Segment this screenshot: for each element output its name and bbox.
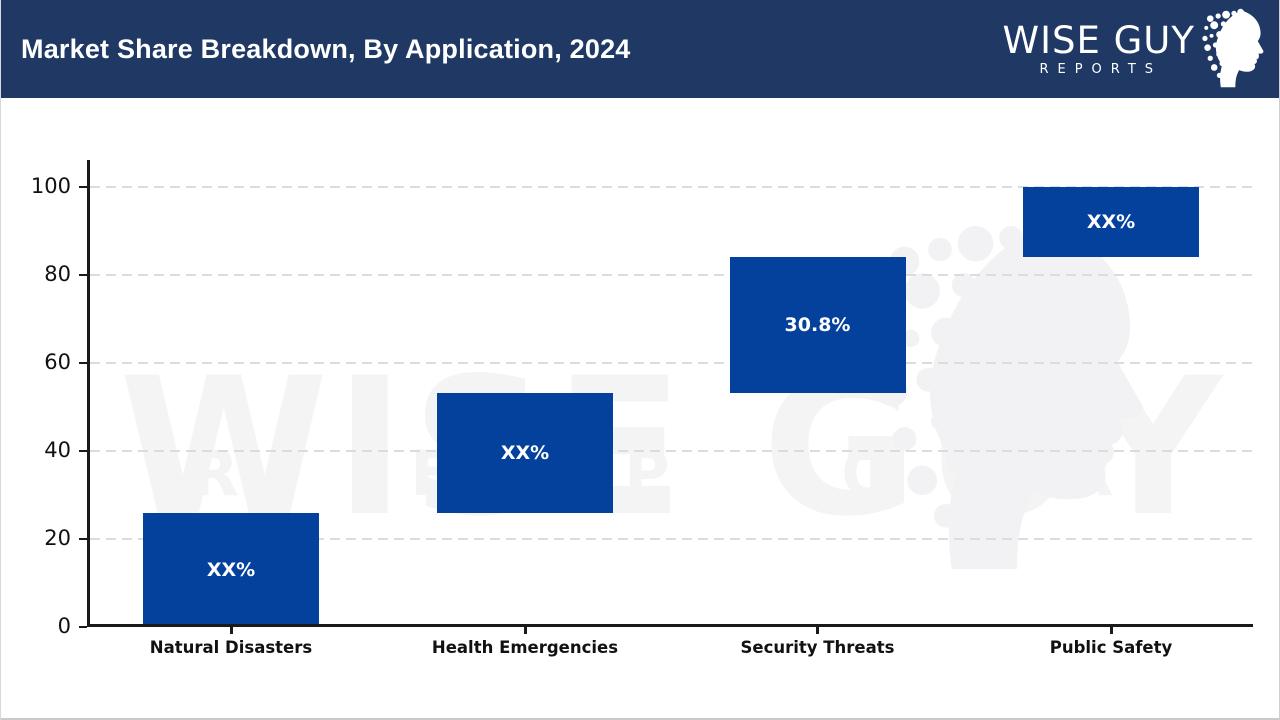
bar-health-emergencies: XX% (437, 392, 613, 513)
x-category-label: Public Safety (1049, 638, 1173, 657)
bar-value-label: XX% (500, 441, 550, 464)
y-tick-mark (79, 626, 87, 628)
y-tick-mark (79, 538, 87, 540)
y-tick-mark (79, 362, 87, 364)
bar-natural-disasters: XX% (143, 512, 319, 627)
logo-text: WISE GUY REPORTS (1003, 22, 1195, 77)
grid-line (90, 362, 1253, 364)
y-tick-mark (79, 450, 87, 452)
y-tick-label: 80 (44, 262, 71, 286)
y-tick-label: 60 (44, 350, 71, 374)
bar-value-label: XX% (206, 558, 256, 581)
x-axis-line (87, 624, 1253, 627)
logo-wordmark: WISE GUY (1002, 18, 1195, 62)
waterfall-chart: WISE GUY R E P O R T S XX%XX%30.8%XX% 02… (1, 98, 1279, 720)
y-tick-mark (79, 186, 87, 188)
logo-subtitle: REPORTS (1039, 61, 1163, 77)
logo-head-icon (1202, 8, 1264, 88)
grid-line (90, 274, 1253, 276)
x-tick-mark (523, 627, 527, 634)
page-title: Market Share Breakdown, By Application, … (21, 33, 631, 64)
bar-security-threats: 30.8% (729, 257, 906, 393)
wise-guy-logo: WISE GUY REPORTS (1003, 8, 1267, 90)
grid-line (90, 450, 1253, 452)
y-axis-line (87, 160, 90, 627)
y-tick-label: 100 (30, 174, 71, 198)
y-tick-label: 20 (44, 526, 71, 550)
y-tick-label: 0 (57, 614, 71, 638)
x-category-label: Health Emergencies (431, 638, 619, 657)
x-tick-mark (229, 627, 233, 634)
header-bar: Market Share Breakdown, By Application, … (1, 0, 1279, 98)
x-tick-mark (1109, 627, 1113, 634)
x-category-label: Natural Disasters (149, 638, 313, 657)
x-category-label: Security Threats (740, 638, 895, 657)
y-tick-label: 40 (44, 438, 71, 462)
y-tick-mark (79, 274, 87, 276)
bar-value-label: XX% (1086, 211, 1136, 234)
bar-public-safety: XX% (1023, 187, 1199, 258)
x-tick-mark (816, 627, 819, 634)
bottom-border (1, 718, 1279, 720)
bar-value-label: 30.8% (784, 314, 851, 337)
grid-line (90, 186, 1253, 188)
grid-line (90, 538, 1253, 540)
